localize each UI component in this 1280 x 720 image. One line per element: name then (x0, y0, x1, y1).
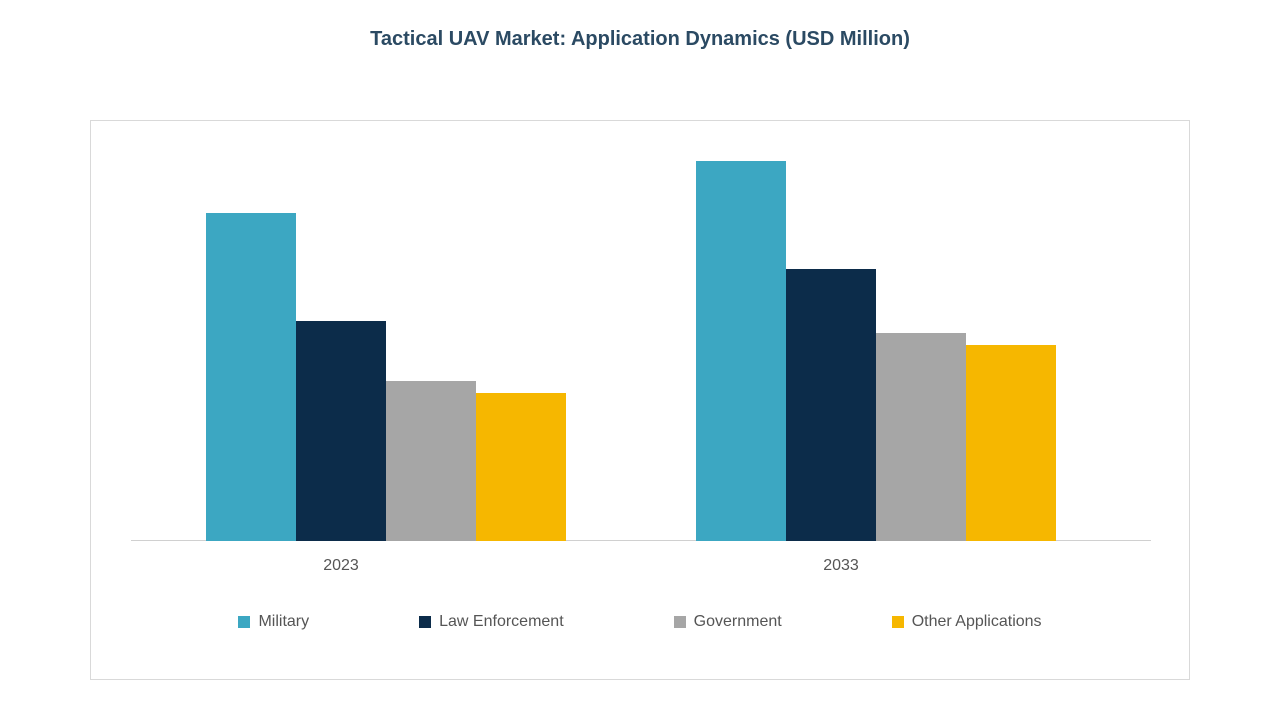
legend-label: Other Applications (912, 613, 1042, 631)
legend-item-government: Government (674, 613, 782, 631)
plot-area (131, 141, 1151, 541)
legend-swatch-icon (674, 616, 686, 628)
legend-label: Military (258, 613, 309, 631)
bar-other-applications-2023 (476, 393, 566, 541)
legend-item-law-enforcement: Law Enforcement (419, 613, 564, 631)
bar-military-2033 (696, 161, 786, 541)
bar-government-2033 (876, 333, 966, 541)
legend: Military Law Enforcement Government Other A… (91, 613, 1189, 631)
legend-label: Law Enforcement (439, 613, 564, 631)
legend-item-military: Military (238, 613, 309, 631)
x-axis-label: 2033 (801, 557, 881, 575)
legend-swatch-icon (238, 616, 250, 628)
legend-item-other-applications: Other Applications (892, 613, 1042, 631)
bar-other-applications-2033 (966, 345, 1056, 541)
x-axis-label: 2023 (301, 557, 381, 575)
legend-swatch-icon (892, 616, 904, 628)
bar-government-2023 (386, 381, 476, 541)
legend-swatch-icon (419, 616, 431, 628)
bar-law-enforcement-2023 (296, 321, 386, 541)
bar-military-2023 (206, 213, 296, 541)
chart-title: Tactical UAV Market: Application Dynamic… (0, 0, 1280, 51)
chart-frame: 2023 2033 Military Law Enforcement Governme… (90, 120, 1190, 680)
bar-law-enforcement-2033 (786, 269, 876, 541)
legend-label: Government (694, 613, 782, 631)
